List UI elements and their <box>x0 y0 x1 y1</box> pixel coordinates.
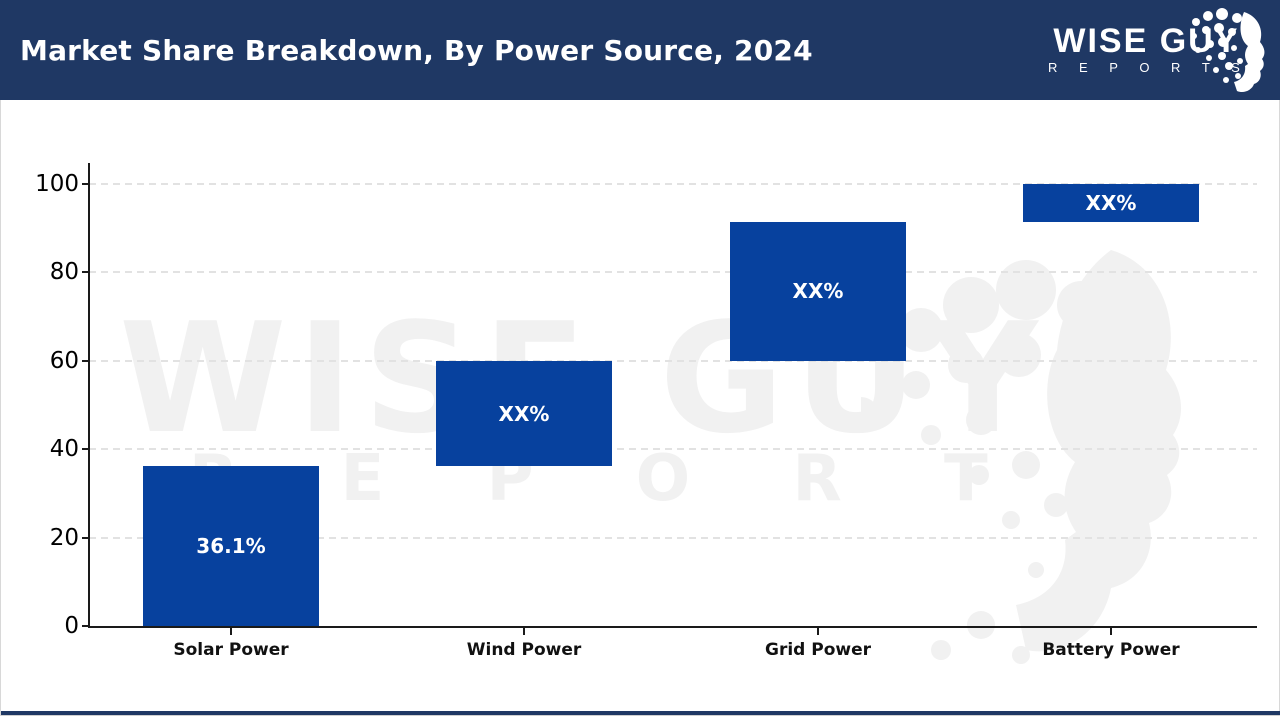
x-tick <box>523 628 525 635</box>
y-tick <box>82 183 89 185</box>
bottom-accent-strip <box>1 711 1280 715</box>
gridline <box>89 359 1257 362</box>
y-tick <box>82 271 89 274</box>
bar-value-label: 36.1% <box>196 534 266 559</box>
gridline <box>89 536 1257 539</box>
chart-area: WISE GUY R E P O R T S 0 20 40 60 80 100 36.1%… <box>0 100 1280 716</box>
logo-face-icon <box>1191 8 1265 93</box>
y-tick-label: 100 <box>35 171 79 197</box>
x-category-label: Solar Power <box>173 640 289 660</box>
x-category-label: Battery Power <box>1042 640 1180 660</box>
y-tick-label: 0 <box>64 613 79 639</box>
x-axis <box>88 626 1257 628</box>
bar-grid-power: XX% <box>730 221 906 361</box>
gridline <box>89 183 1257 185</box>
page-title: Market Share Breakdown, By Power Source,… <box>20 33 813 67</box>
y-tick <box>82 536 89 539</box>
gridline <box>89 448 1257 451</box>
y-tick-label: 60 <box>49 347 79 374</box>
y-tick <box>82 625 89 627</box>
bar-battery-power: XX% <box>1023 184 1199 222</box>
bar-solar-power: 36.1% <box>143 466 319 626</box>
y-tick <box>82 359 89 362</box>
bar-value-label: XX% <box>498 401 550 426</box>
x-tick <box>1110 628 1112 635</box>
bar-wind-power: XX% <box>436 360 612 467</box>
logo-subtitle: R E P O R T S <box>1048 60 1249 75</box>
x-category-label: Grid Power <box>764 640 872 660</box>
header-bar: Market Share Breakdown, By Power Source,… <box>0 0 1280 100</box>
gridline <box>89 271 1257 274</box>
y-axis <box>88 163 90 628</box>
wise-guy-logo: WISE GUY R E P O R T S <box>1016 6 1266 94</box>
x-category-label: Wind Power <box>466 640 582 660</box>
x-tick <box>230 628 232 635</box>
x-tick <box>817 628 819 635</box>
y-tick-label: 80 <box>49 259 79 286</box>
y-tick-label: 20 <box>49 524 79 551</box>
y-tick <box>82 448 89 451</box>
bar-value-label: XX% <box>792 279 844 304</box>
y-tick-label: 40 <box>49 436 79 463</box>
bar-value-label: XX% <box>1085 190 1137 215</box>
watermark-face-icon <box>861 250 1182 664</box>
